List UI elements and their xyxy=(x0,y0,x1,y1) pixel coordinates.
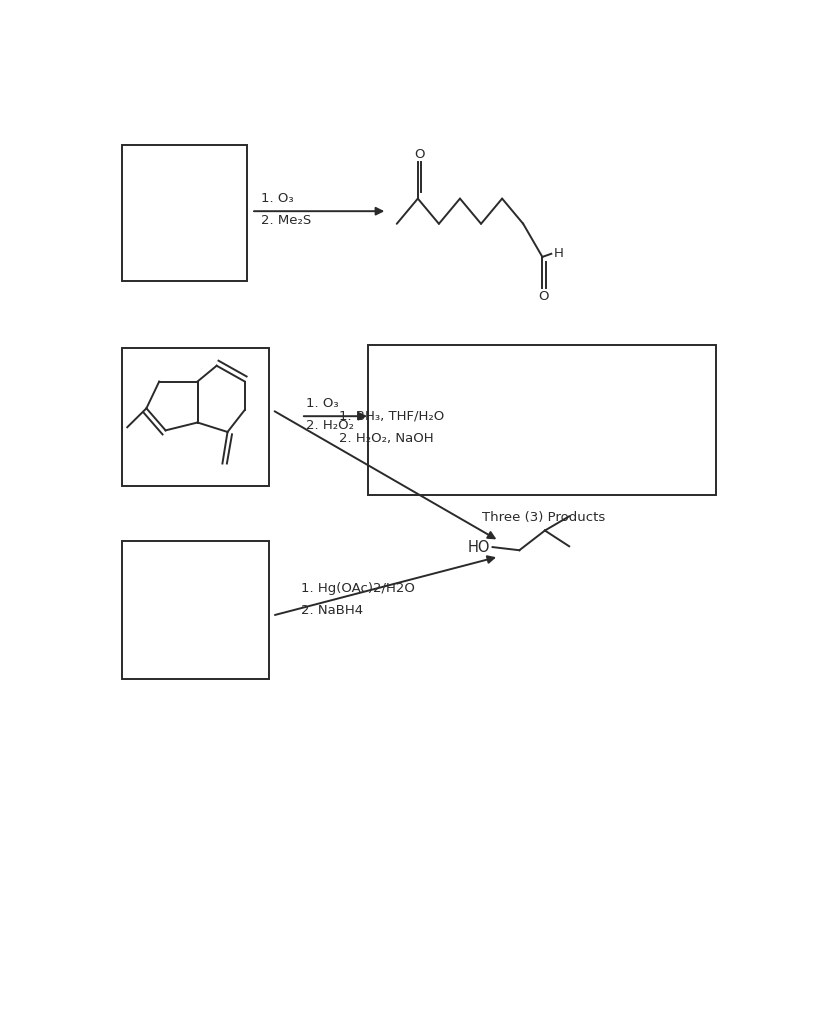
Text: 1. O₃: 1. O₃ xyxy=(261,193,294,205)
Text: 2. H₂O₂: 2. H₂O₂ xyxy=(306,419,354,432)
Text: O: O xyxy=(414,147,424,161)
Text: Three (3) Products: Three (3) Products xyxy=(482,511,606,524)
Text: HO: HO xyxy=(467,540,490,555)
Text: 2. H₂O₂, NaOH: 2. H₂O₂, NaOH xyxy=(339,432,434,444)
Text: 2. NaBH4: 2. NaBH4 xyxy=(301,604,363,616)
Text: O: O xyxy=(538,290,549,303)
Text: 2. Me₂S: 2. Me₂S xyxy=(261,214,311,227)
Text: 1. O₃: 1. O₃ xyxy=(306,397,339,410)
Text: H: H xyxy=(554,247,564,260)
Bar xyxy=(122,541,269,679)
Text: 1. BH₃, THF/H₂O: 1. BH₃, THF/H₂O xyxy=(339,410,444,423)
Bar xyxy=(122,347,269,485)
Bar xyxy=(122,145,246,281)
Bar xyxy=(368,345,716,495)
Text: 1. Hg(OAc)2/H2O: 1. Hg(OAc)2/H2O xyxy=(301,582,414,595)
